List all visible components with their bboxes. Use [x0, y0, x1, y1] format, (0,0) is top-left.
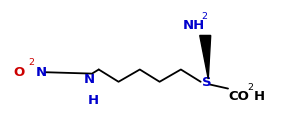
Polygon shape — [200, 35, 211, 79]
Text: O: O — [14, 66, 25, 79]
Text: N: N — [36, 66, 47, 79]
Text: 2: 2 — [247, 83, 253, 92]
Text: CO: CO — [228, 90, 249, 103]
Text: NH: NH — [182, 19, 205, 32]
Text: 2: 2 — [202, 12, 208, 21]
Text: S: S — [202, 76, 211, 89]
Text: 2: 2 — [28, 58, 34, 67]
Text: H: H — [88, 94, 99, 107]
Text: H: H — [254, 90, 265, 103]
Text: N: N — [84, 73, 95, 85]
